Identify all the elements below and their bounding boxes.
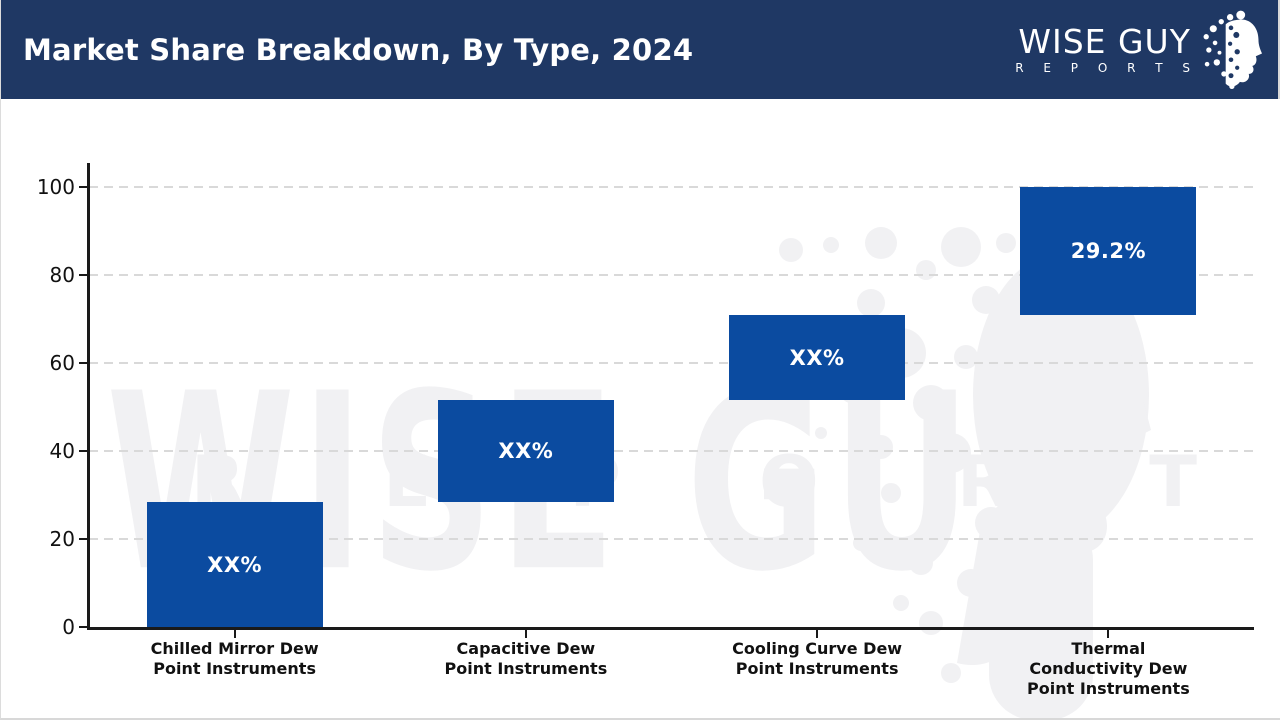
x-axis-label-line: Point Instruments: [1027, 679, 1190, 698]
x-axis-label: Cooling Curve Dew Point Instruments: [677, 639, 957, 679]
y-tick: [79, 186, 87, 188]
page-title: Market Share Breakdown, By Type, 2024: [23, 32, 694, 67]
logo-subtext: R E P O R T S: [1015, 60, 1198, 75]
gridline: [89, 362, 1254, 364]
x-axis-label-line: Point Instruments: [735, 659, 899, 678]
bar-value-label: XX%: [789, 345, 845, 370]
y-axis-line: [87, 163, 90, 630]
logo: WISE GUY R E P O R T S: [1011, 6, 1262, 94]
y-tick-label: 100: [36, 175, 75, 199]
x-axis-label-line: Point Instruments: [153, 659, 316, 678]
x-axis-line: [87, 627, 1254, 630]
plot: 0 20 40 60 80 100 XX% XX% XX% 29.2% Chilled Mirror…: [1, 99, 1280, 718]
gridline: [89, 450, 1254, 452]
logo-wordmark: WISE GUY: [1018, 22, 1191, 62]
header-bar: Market Share Breakdown, By Type, 2024 WI…: [1, 0, 1278, 99]
bar-value-label: XX%: [207, 552, 263, 577]
y-tick-label: 0: [62, 615, 75, 639]
x-axis-label-line: Conductivity Dew: [1029, 659, 1188, 678]
logo-face-icon: [1203, 10, 1262, 89]
y-tick-label: 20: [49, 527, 75, 551]
x-axis-label-line: Cooling Curve Dew: [732, 639, 903, 658]
x-axis-label-line: Chilled Mirror Dew: [150, 639, 319, 658]
x-axis-label-line: Capacitive Dew: [456, 639, 596, 658]
gridline: [89, 274, 1254, 276]
x-tick: [1107, 630, 1110, 638]
y-tick: [79, 450, 87, 452]
logo-text: WISE GUY R E P O R T S: [1011, 25, 1198, 75]
y-tick: [79, 626, 87, 628]
x-axis-label-line: Point Instruments: [444, 659, 608, 678]
bar-value-label: XX%: [498, 438, 554, 463]
bar: 29.2%: [1020, 187, 1197, 316]
x-axis-label: Capacitive Dew Point Instruments: [386, 639, 666, 679]
bar: XX%: [729, 315, 906, 400]
y-tick: [79, 538, 87, 540]
y-tick: [79, 362, 87, 364]
x-tick: [233, 630, 236, 638]
bar: XX%: [146, 502, 323, 627]
x-axis-label: Chilled Mirror Dew Point Instruments: [95, 639, 375, 679]
y-tick-label: 40: [49, 439, 75, 463]
y-tick: [79, 274, 87, 276]
y-tick-label: 60: [49, 351, 75, 375]
y-tick-label: 80: [49, 263, 75, 287]
chart-area: WISE GUY R E P O R T S: [1, 99, 1280, 718]
bar-value-label: 29.2%: [1070, 239, 1147, 264]
bar: XX%: [437, 399, 614, 503]
x-axis-label-line: Thermal: [1071, 639, 1146, 658]
x-tick: [524, 630, 527, 638]
gridline: [89, 538, 1254, 540]
x-tick: [816, 630, 819, 638]
gridline: [89, 186, 1254, 188]
x-axis-label: Thermal Conductivity Dew Point Instruments: [968, 639, 1248, 699]
